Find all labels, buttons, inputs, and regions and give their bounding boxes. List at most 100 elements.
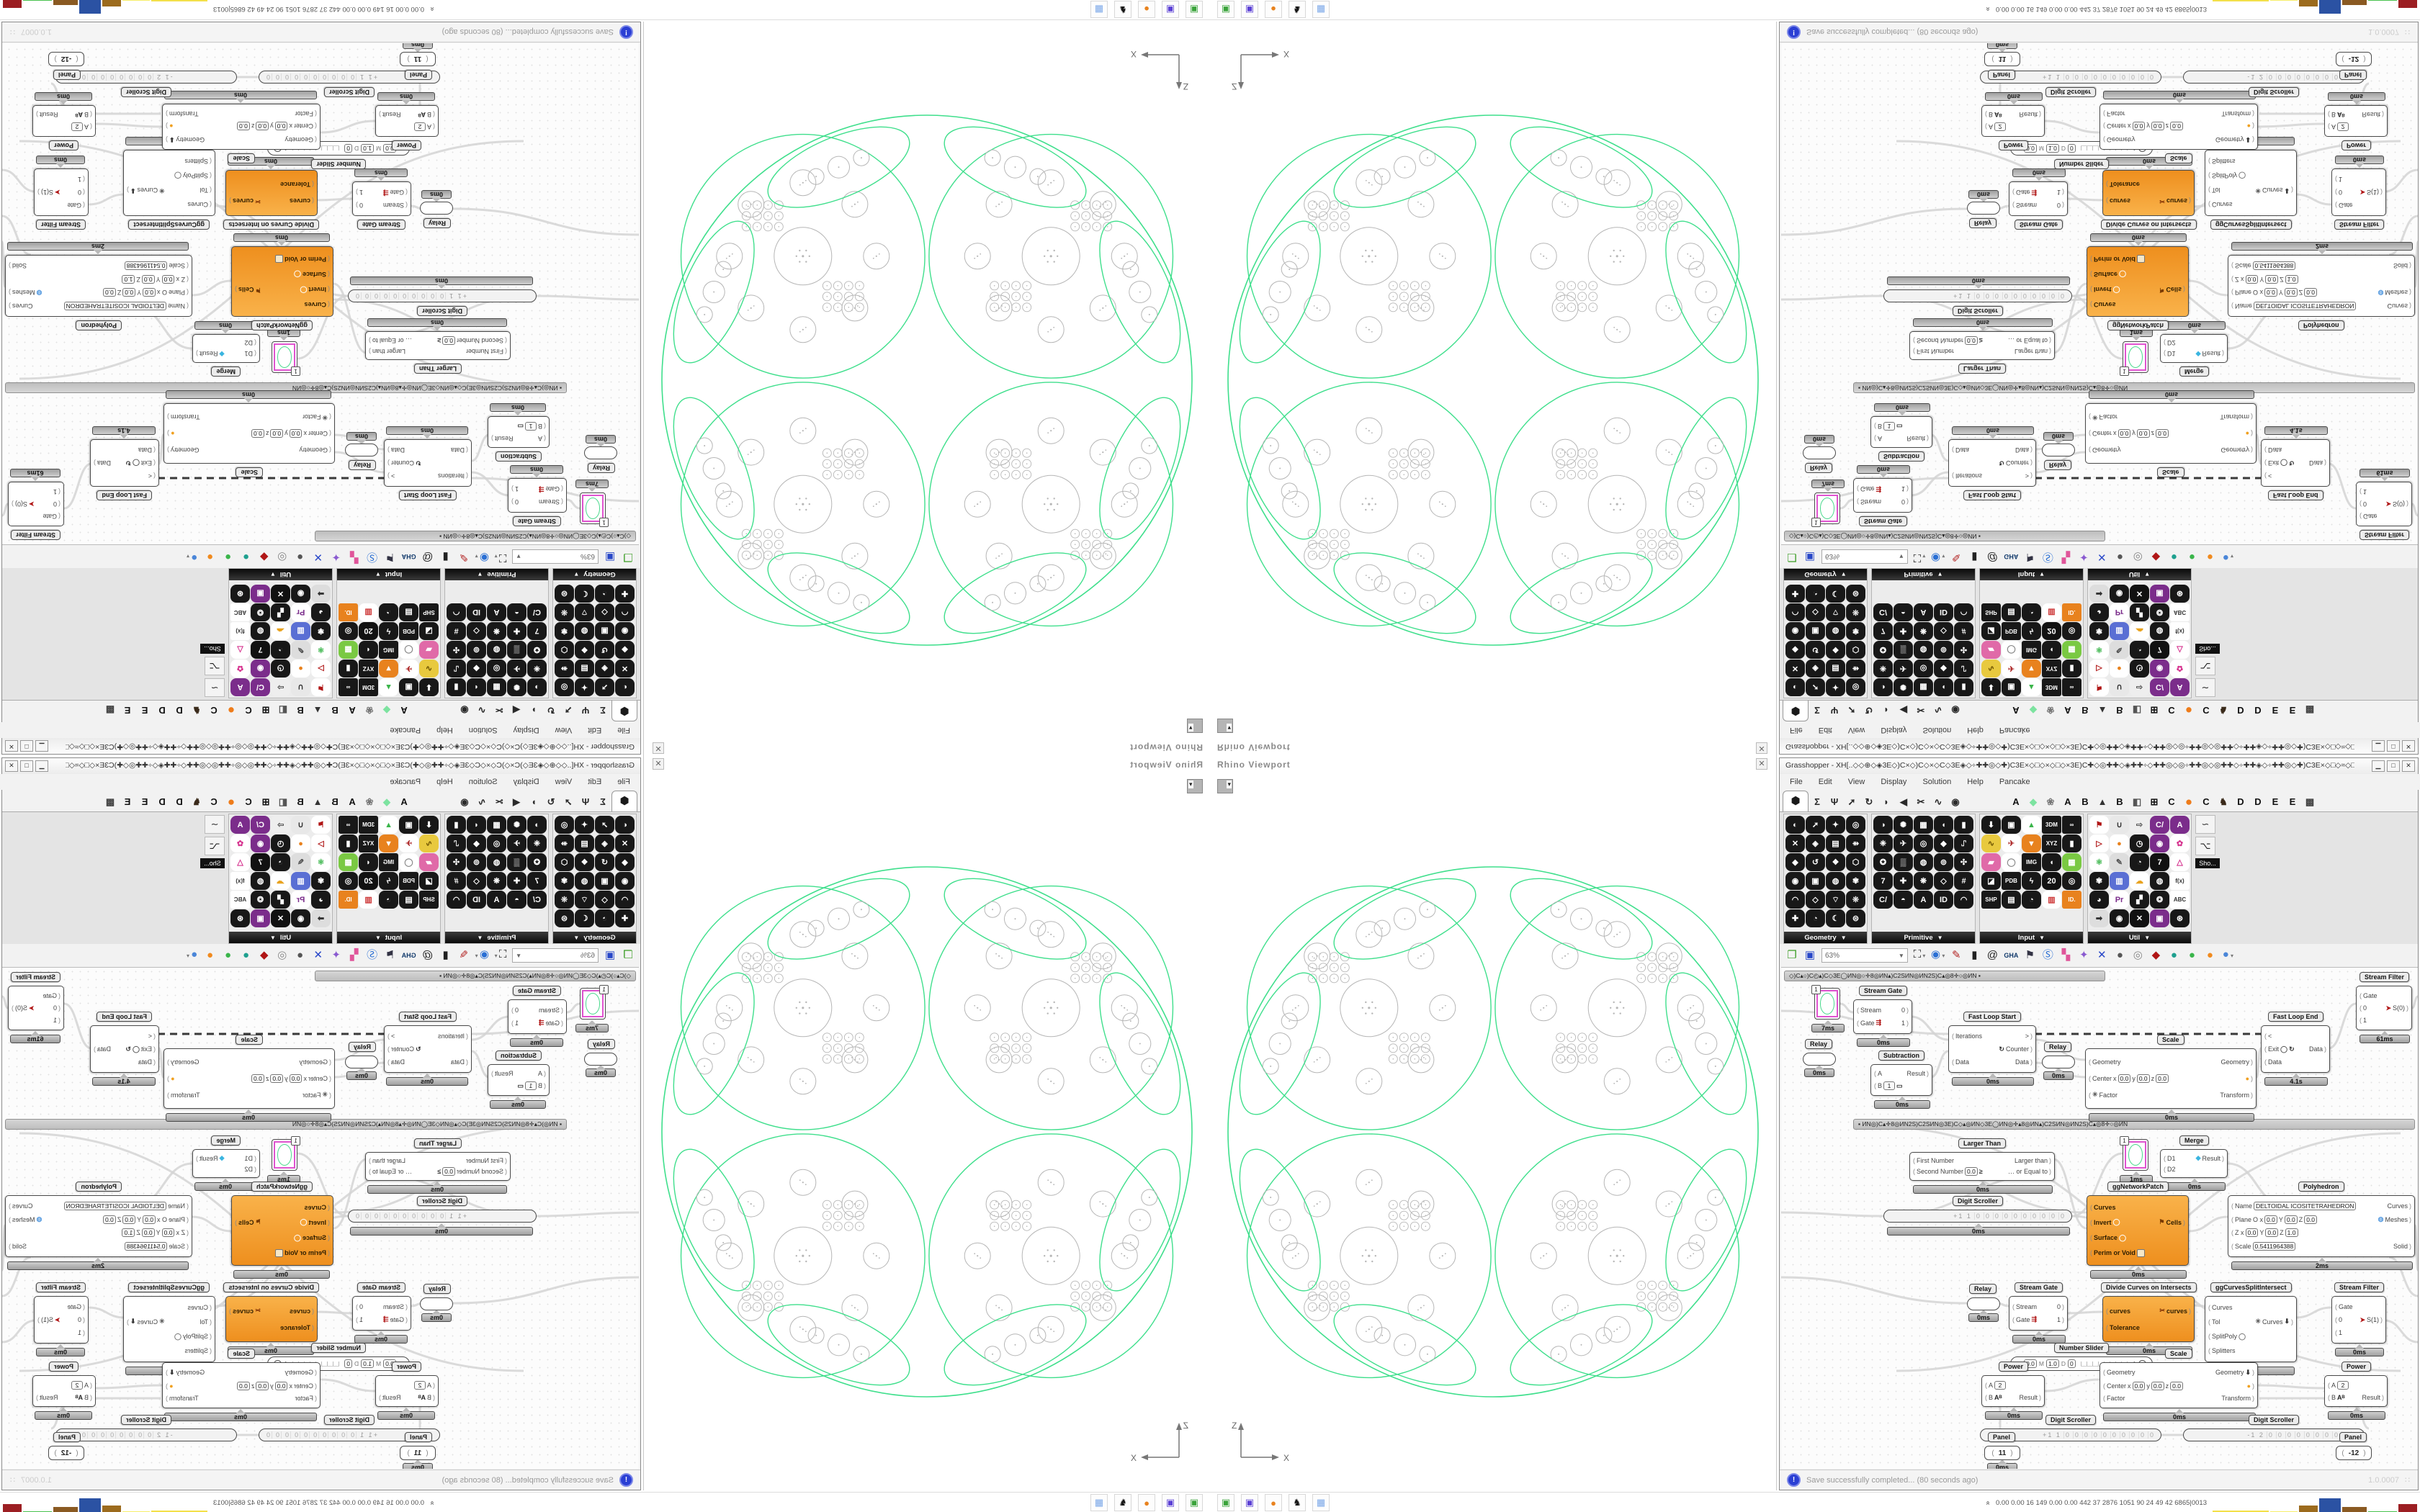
palette-label-geometry[interactable]: Geometry ▼ — [1784, 932, 1867, 943]
palette-label-util[interactable]: Util ▼ — [2088, 932, 2191, 943]
palette-icon[interactable]: ⑀ — [1954, 660, 1973, 678]
palette-icon[interactable]: 3DM — [2042, 816, 2061, 834]
gh-component-digit-scroller-right[interactable]: -1 20000000000 — [55, 71, 237, 84]
toolbar-icon-1[interactable]: ▣ — [604, 551, 616, 563]
tab-icon-3[interactable]: ↻ — [547, 796, 555, 807]
collapse-chevron-icon[interactable]: » — [1984, 1500, 1992, 1505]
toolbar-icon-10[interactable]: ▚ — [349, 551, 359, 563]
palette-icon[interactable]: ◐ — [615, 678, 635, 696]
palette-icon[interactable]: ◎ — [1846, 816, 1865, 834]
palette-icon[interactable]: ❖ — [1826, 641, 1845, 659]
palette-icon[interactable]: ▥ — [2042, 603, 2061, 621]
tab-plugin-10[interactable]: ● — [2184, 795, 2193, 809]
palette-icon[interactable]: ◪ — [1981, 872, 2001, 890]
tab-plugin-11[interactable]: C — [210, 796, 218, 807]
palette-icon[interactable]: △ — [2170, 853, 2190, 871]
toolbar-icon-4[interactable]: ✎ — [1952, 949, 1961, 961]
gh-component-polyhedron[interactable]: (Name DELTOIDAL ICOSITETRAHEDRON Curves)(P… — [2228, 255, 2415, 317]
palette-icon[interactable]: ◉ — [615, 872, 635, 890]
palette-icon[interactable]: ◇ — [595, 603, 614, 621]
menu-item-file[interactable]: File — [1790, 778, 1803, 786]
gh-component-larger-than[interactable]: (First Number Larger than)(Second Number 0… — [1909, 331, 2055, 360]
palette-icon[interactable]: ◎ — [339, 622, 358, 640]
gh-component-stream-filter-1[interactable]: (Gate(0 ➤ S(0))(1 — [8, 986, 64, 1030]
palette-icon[interactable]: ❈ — [527, 834, 547, 852]
toolbar-icon-6[interactable]: @ — [1986, 551, 1998, 563]
palette-label-input[interactable]: Input ▼ — [1980, 569, 2083, 580]
gh-component-stream-gate-2[interactable]: (Stream 0)(Gate ⇶ 1) — [352, 1296, 411, 1331]
palette-label-primitive[interactable]: Primitive ▼ — [445, 932, 548, 943]
menu-item-solution[interactable]: Solution — [468, 778, 498, 786]
palette-icon[interactable]: ✚ — [1894, 872, 1913, 890]
palette-icon[interactable]: ID. — [2062, 891, 2081, 909]
palette-icon[interactable]: ◖ — [359, 853, 378, 871]
gh-component-ggnetworkpatch[interactable]: (Curves(Invert ◯ ⚑ Cells)(Surface ◯(Perim or… — [231, 1195, 333, 1266]
palette-icon[interactable]: ◈ — [1806, 660, 1825, 678]
gh-component-stream-gate-1[interactable]: (Stream 0)(Gate ⇶ 1) — [508, 478, 567, 513]
palette-icon[interactable]: ◎ — [555, 678, 574, 696]
palette-icon[interactable]: ➡ — [2089, 585, 2109, 603]
palette-icon[interactable]: ◆ — [467, 660, 486, 678]
palette-icon[interactable]: ABC — [2170, 603, 2190, 621]
palette-icon[interactable]: SHP — [419, 891, 439, 909]
toolbar-icon-4[interactable]: ✎ — [1952, 551, 1961, 563]
palette-icon[interactable]: ⬇ — [1981, 816, 2001, 834]
gh-component-relay-3[interactable] — [1967, 1297, 2000, 1310]
tab-selected[interactable]: ⬢ — [611, 701, 637, 721]
gh-component-ggcurvessplit[interactable]: (Curves(Tol ✳ Curves ⬇)(SplitPoly ◯(Splitter… — [2205, 150, 2297, 216]
palette-icon[interactable]: ∿ — [1981, 660, 2001, 678]
palette-icon[interactable]: ◕ — [311, 603, 331, 621]
tab-icon-1[interactable]: Ψ — [581, 796, 590, 807]
palette-icon[interactable]: ▣ — [399, 816, 418, 834]
gh-component-merge[interactable]: (D1 ◆ Result)(D2 — [192, 1149, 260, 1178]
palette-icon[interactable]: ▲ — [2022, 678, 2041, 696]
tab-plugin-9[interactable]: C — [2168, 705, 2175, 716]
close-button[interactable]: ✕ — [2402, 760, 2415, 772]
toolbar-icon-2[interactable]: ⛶ ▾ — [1913, 948, 1926, 960]
gh-component-divide-curves[interactable]: (curves ✂ curves)(Tolerance — [225, 170, 318, 216]
close-button[interactable]: ✕ — [5, 740, 18, 752]
palette-icon[interactable]: ✿ — [2170, 834, 2190, 852]
palette-icon[interactable]: ▤ — [399, 891, 418, 909]
tab-plugin-5[interactable]: ▲ — [313, 796, 323, 807]
palette-icon[interactable]: ◍ — [575, 622, 594, 640]
palette-icon[interactable]: ◠ — [1954, 603, 1973, 621]
toolbar-icon-10[interactable]: ▚ — [2061, 949, 2071, 961]
menu-item-view[interactable]: View — [1847, 726, 1865, 734]
zoom-select[interactable]: 63% ▼ — [512, 948, 599, 963]
tab-plugin-11[interactable]: C — [2202, 705, 2210, 716]
palette-icon[interactable]: ◔ — [1806, 909, 1825, 927]
palette-icon[interactable]: ✕ — [2130, 585, 2149, 603]
palette-icon[interactable]: A — [487, 891, 506, 909]
toolbar-icon-8[interactable]: ⚑ — [385, 551, 395, 563]
palette-icon[interactable]: ⊛ — [230, 909, 250, 927]
toolbar-icon-11[interactable]: ✦ — [2079, 551, 2089, 563]
palette-icon[interactable]: ▥ — [359, 891, 378, 909]
palette-icon[interactable]: ❋ — [487, 872, 506, 890]
menu-item-display[interactable]: Display — [513, 778, 539, 786]
taskbar-icon-1[interactable]: ▣ — [1162, 1494, 1179, 1511]
palette-icon[interactable]: ➚ — [595, 678, 614, 696]
menu-item-solution[interactable]: Solution — [468, 726, 498, 734]
tab-plugin-11[interactable]: C — [210, 705, 218, 716]
palette-icon[interactable]: ◓ — [1894, 603, 1913, 621]
canvas-group-header-0[interactable]: ◇)C▴○)C◴▴)C◇3Ε◯ИN◎○✛8◎ИN▴)C2SИN◎ИN2S)C▴◎… — [315, 531, 636, 541]
palette-icon[interactable]: ⇨ — [271, 816, 290, 834]
palette-icon[interactable]: ☁ — [271, 622, 290, 640]
palette-icon[interactable]: ▣ — [595, 872, 614, 890]
palette-icon[interactable]: ✾ — [2089, 622, 2109, 640]
toolbar-icon-6[interactable]: @ — [1986, 949, 1998, 961]
gh-component-polyhedron[interactable]: (Name DELTOIDAL ICOSITETRAHEDRON Curves)(P… — [5, 1195, 192, 1257]
palette-icon[interactable]: ⇨ — [271, 678, 290, 696]
toolbar-icon-18[interactable]: ● — [2206, 949, 2213, 961]
gh-component-stream-gate-1[interactable]: (Stream 0)(Gate ⇶ 1) — [1853, 478, 1912, 513]
palette-icon[interactable]: ◑ — [527, 816, 547, 834]
palette-icon[interactable]: ◎ — [2062, 872, 2081, 890]
palette-icon[interactable]: ▼ — [2022, 660, 2041, 678]
palette-icon[interactable]: 20 — [2042, 622, 2061, 640]
palette-icon[interactable]: ID. — [2062, 603, 2081, 621]
toolbar-icon-13[interactable]: ● — [2116, 551, 2123, 563]
palette-icon[interactable]: ☾ — [1826, 585, 1845, 603]
tab-plugin-14[interactable]: D — [2254, 705, 2262, 716]
toolbar-icon-4[interactable]: ✎ — [459, 949, 468, 961]
